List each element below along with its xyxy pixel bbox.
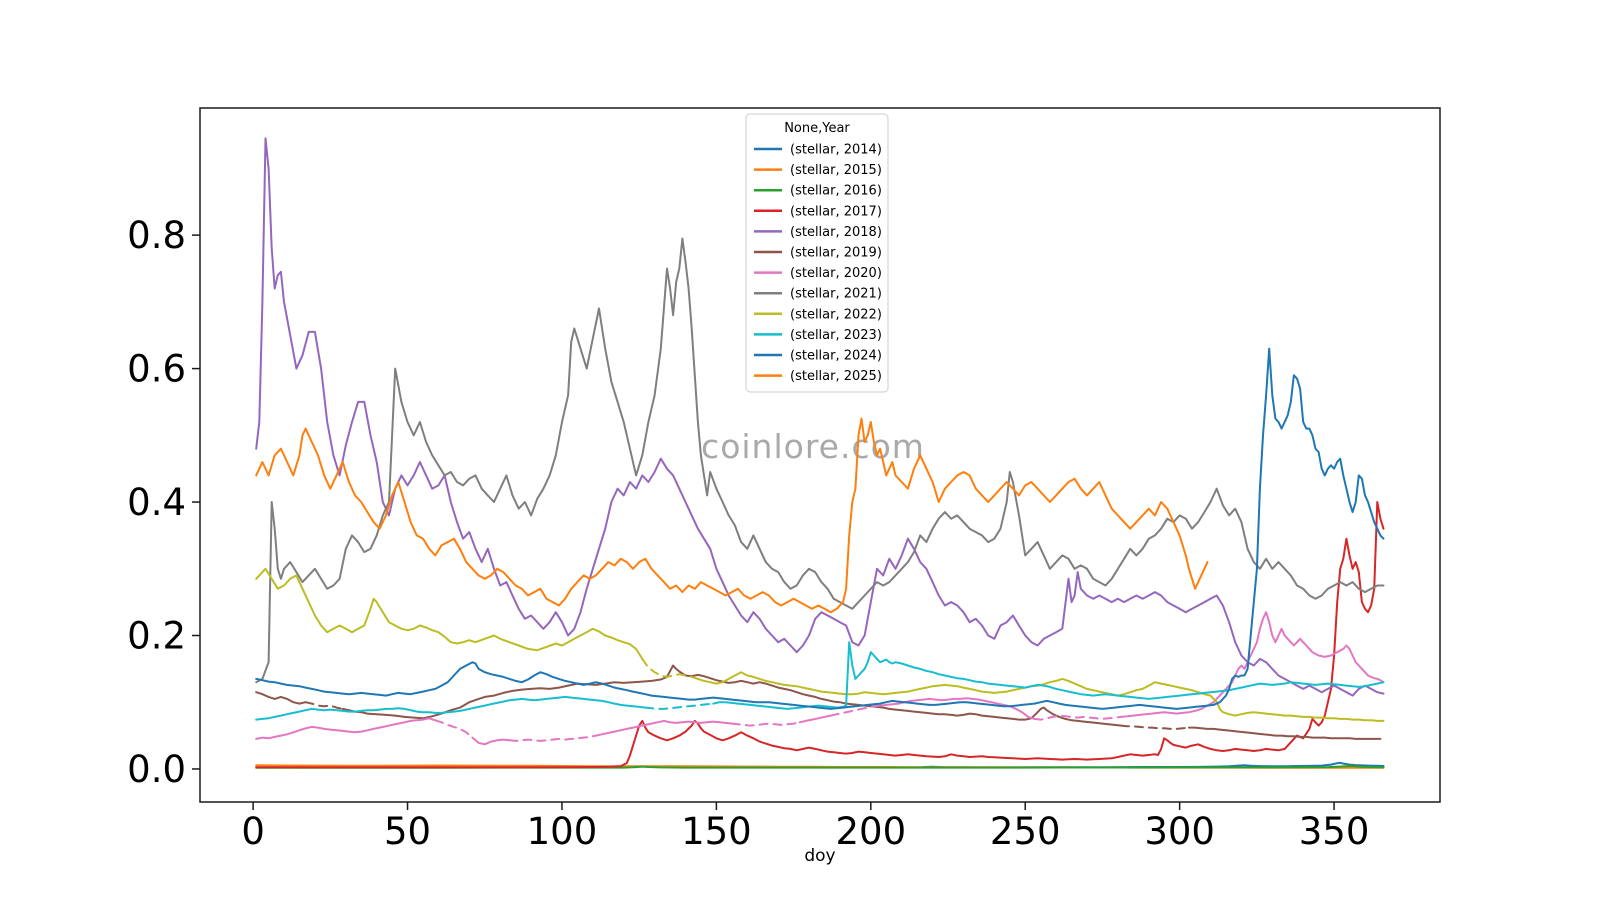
legend-item: (stellar, 2020) [754, 266, 882, 281]
y-tick-label: 0.8 [127, 214, 186, 257]
legend-label-stellar-2016: (stellar, 2016) [790, 184, 882, 199]
x-axis-title: doy [804, 846, 835, 866]
x-tick-label: 50 [384, 810, 431, 853]
legend-label-stellar-2019: (stellar, 2019) [790, 246, 882, 261]
series-line-stellar-2020 [255, 611, 1385, 746]
legend-item: (stellar, 2016) [754, 184, 882, 199]
legend-label-stellar-2021: (stellar, 2021) [790, 287, 882, 302]
legend-item: (stellar, 2015) [754, 163, 882, 178]
x-tick-label: 250 [990, 810, 1061, 853]
y-tick-label: 0.6 [127, 348, 186, 391]
legend-items: (stellar, 2014) (stellar, 2015) (stellar, … [754, 143, 882, 384]
legend-label-stellar-2022: (stellar, 2022) [790, 307, 882, 322]
legend-item: (stellar, 2017) [754, 204, 882, 219]
series-line-stellar-2023-gap [644, 702, 715, 710]
legend-item: (stellar, 2025) [754, 369, 882, 384]
y-tick-label: 0.0 [127, 748, 186, 791]
legend-item: (stellar, 2024) [754, 349, 882, 364]
legend-item: (stellar, 2014) [754, 143, 882, 158]
watermark: coinlore.com [701, 427, 925, 466]
legend-label-stellar-2017: (stellar, 2017) [790, 204, 882, 219]
legend-label-stellar-2024: (stellar, 2024) [790, 349, 882, 364]
x-tick-label: 200 [835, 810, 906, 853]
x-tick-label: 100 [527, 810, 598, 853]
series-line-stellar-2023 [255, 641, 1385, 721]
legend-item: (stellar, 2023) [754, 328, 882, 343]
legend-label-stellar-2015: (stellar, 2015) [790, 163, 882, 178]
legend-label-stellar-2018: (stellar, 2018) [790, 225, 882, 240]
y-tick-label: 0.2 [127, 615, 186, 658]
series-line-stellar-2018 [255, 137, 1385, 697]
series-line-stellar-2024 [255, 347, 1385, 710]
legend-item: (stellar, 2021) [754, 287, 882, 302]
legend-label-stellar-2025: (stellar, 2025) [790, 369, 882, 384]
series-line-stellar-2021 [255, 237, 1385, 684]
series-line-stellar-2022 [255, 567, 1385, 722]
legend-item: (stellar, 2018) [754, 225, 882, 240]
series-line-stellar-2025 [255, 417, 1209, 614]
legend-label-stellar-2020: (stellar, 2020) [790, 266, 882, 281]
y-tick-label: 0.4 [127, 481, 186, 524]
plot-border [199, 107, 1441, 803]
legend-item: (stellar, 2022) [754, 307, 882, 322]
x-tick-label: 300 [1144, 810, 1215, 853]
series-line-stellar-2019 [255, 664, 1382, 740]
legend-frame [745, 113, 889, 393]
x-tick-label: 0 [241, 810, 265, 853]
series-line-stellar-2022-gap [641, 657, 699, 680]
x-tick-label: 350 [1299, 810, 1370, 853]
legend-item: (stellar, 2019) [754, 246, 882, 261]
legend-title: None,Year [784, 121, 850, 136]
legend-label-stellar-2023: (stellar, 2023) [790, 328, 882, 343]
legend: None,Year (stellar, 2014) (stellar, 2015)… [745, 113, 889, 393]
series-line-stellar-2020-gap [434, 704, 1129, 742]
x-tick-label: 150 [681, 810, 752, 853]
series-line-stellar-2019-gap [304, 701, 1190, 730]
series-layer [255, 137, 1385, 769]
axes-layer: 0 50 100 150 200 250 300 350 0.0 0.2 0.4 0.6 0.8 [127, 107, 1441, 853]
legend-label-stellar-2014: (stellar, 2014) [790, 143, 882, 158]
